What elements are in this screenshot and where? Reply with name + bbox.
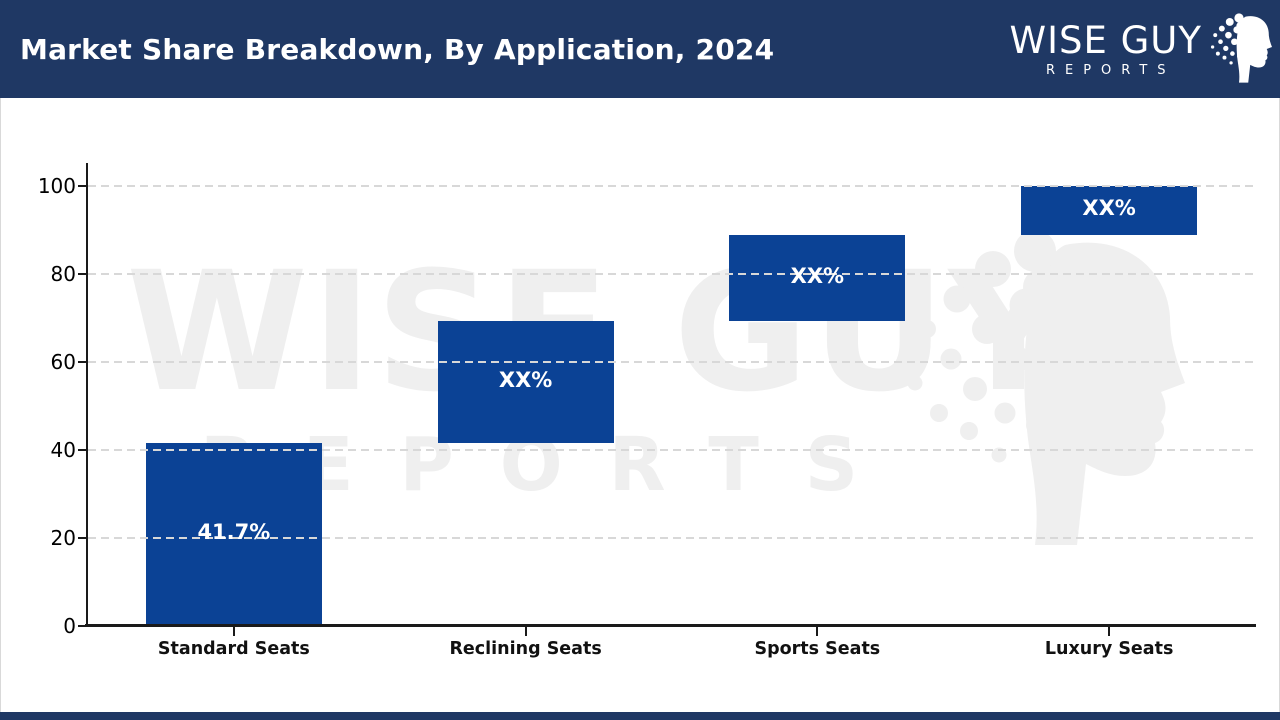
dotted-head-icon: [1210, 13, 1272, 83]
x-tick-mark: [1108, 627, 1111, 636]
brand-name: WISE GUY: [1009, 18, 1202, 62]
category-label: Sports Seats: [754, 639, 881, 659]
page-title: Market Share Breakdown, By Application, …: [20, 32, 775, 66]
x-tick-mark: [524, 627, 527, 636]
x-tick-mark: [816, 627, 819, 636]
bar-value-label: XX%: [1082, 196, 1136, 221]
y-tick-label: 40: [50, 438, 76, 462]
gridline: [88, 185, 1253, 187]
y-tick-mark: [78, 625, 86, 627]
bar-reclining-seats: [437, 321, 614, 443]
card-border-left: [0, 98, 1, 712]
y-tick-mark: [78, 449, 86, 451]
y-tick-mark: [78, 361, 86, 363]
gridline: [88, 449, 1253, 451]
brand-logo: WISE GUY REPORTS: [1010, 7, 1280, 91]
brand-subname: REPORTS: [1045, 62, 1176, 78]
gridline: [88, 537, 1253, 539]
y-tick-mark: [78, 185, 86, 187]
gridline: [88, 273, 1253, 275]
watermark-dotted-head: [907, 230, 1185, 545]
x-tick-mark: [232, 627, 235, 636]
y-tick-label: 80: [50, 262, 76, 286]
bar-value-label: XX%: [790, 263, 845, 288]
header-band: Market Share Breakdown, By Application, …: [0, 0, 1280, 98]
category-label: Reclining Seats: [449, 639, 602, 659]
y-axis-line: [86, 163, 88, 627]
y-tick-mark: [78, 273, 86, 275]
bar-standard-seats: [145, 442, 322, 626]
y-tick-label: 60: [50, 350, 76, 374]
y-tick-mark: [78, 537, 86, 539]
bar-value-label: 41.7%: [197, 520, 271, 545]
category-label: Luxury Seats: [1044, 639, 1174, 659]
y-tick-label: 0: [63, 614, 76, 638]
bar-sports-seats: [729, 234, 906, 322]
bar-value-label: XX%: [498, 367, 553, 392]
category-label: Standard Seats: [157, 639, 310, 659]
y-tick-label: 100: [37, 174, 76, 198]
y-tick-label: 20: [50, 526, 76, 550]
brand-text: WISE GUY REPORTS: [1010, 22, 1202, 77]
gridline: [88, 361, 1253, 363]
bar-luxury-seats: [1021, 186, 1198, 235]
footer-band: [0, 712, 1280, 720]
x-axis-line: [85, 624, 1256, 627]
